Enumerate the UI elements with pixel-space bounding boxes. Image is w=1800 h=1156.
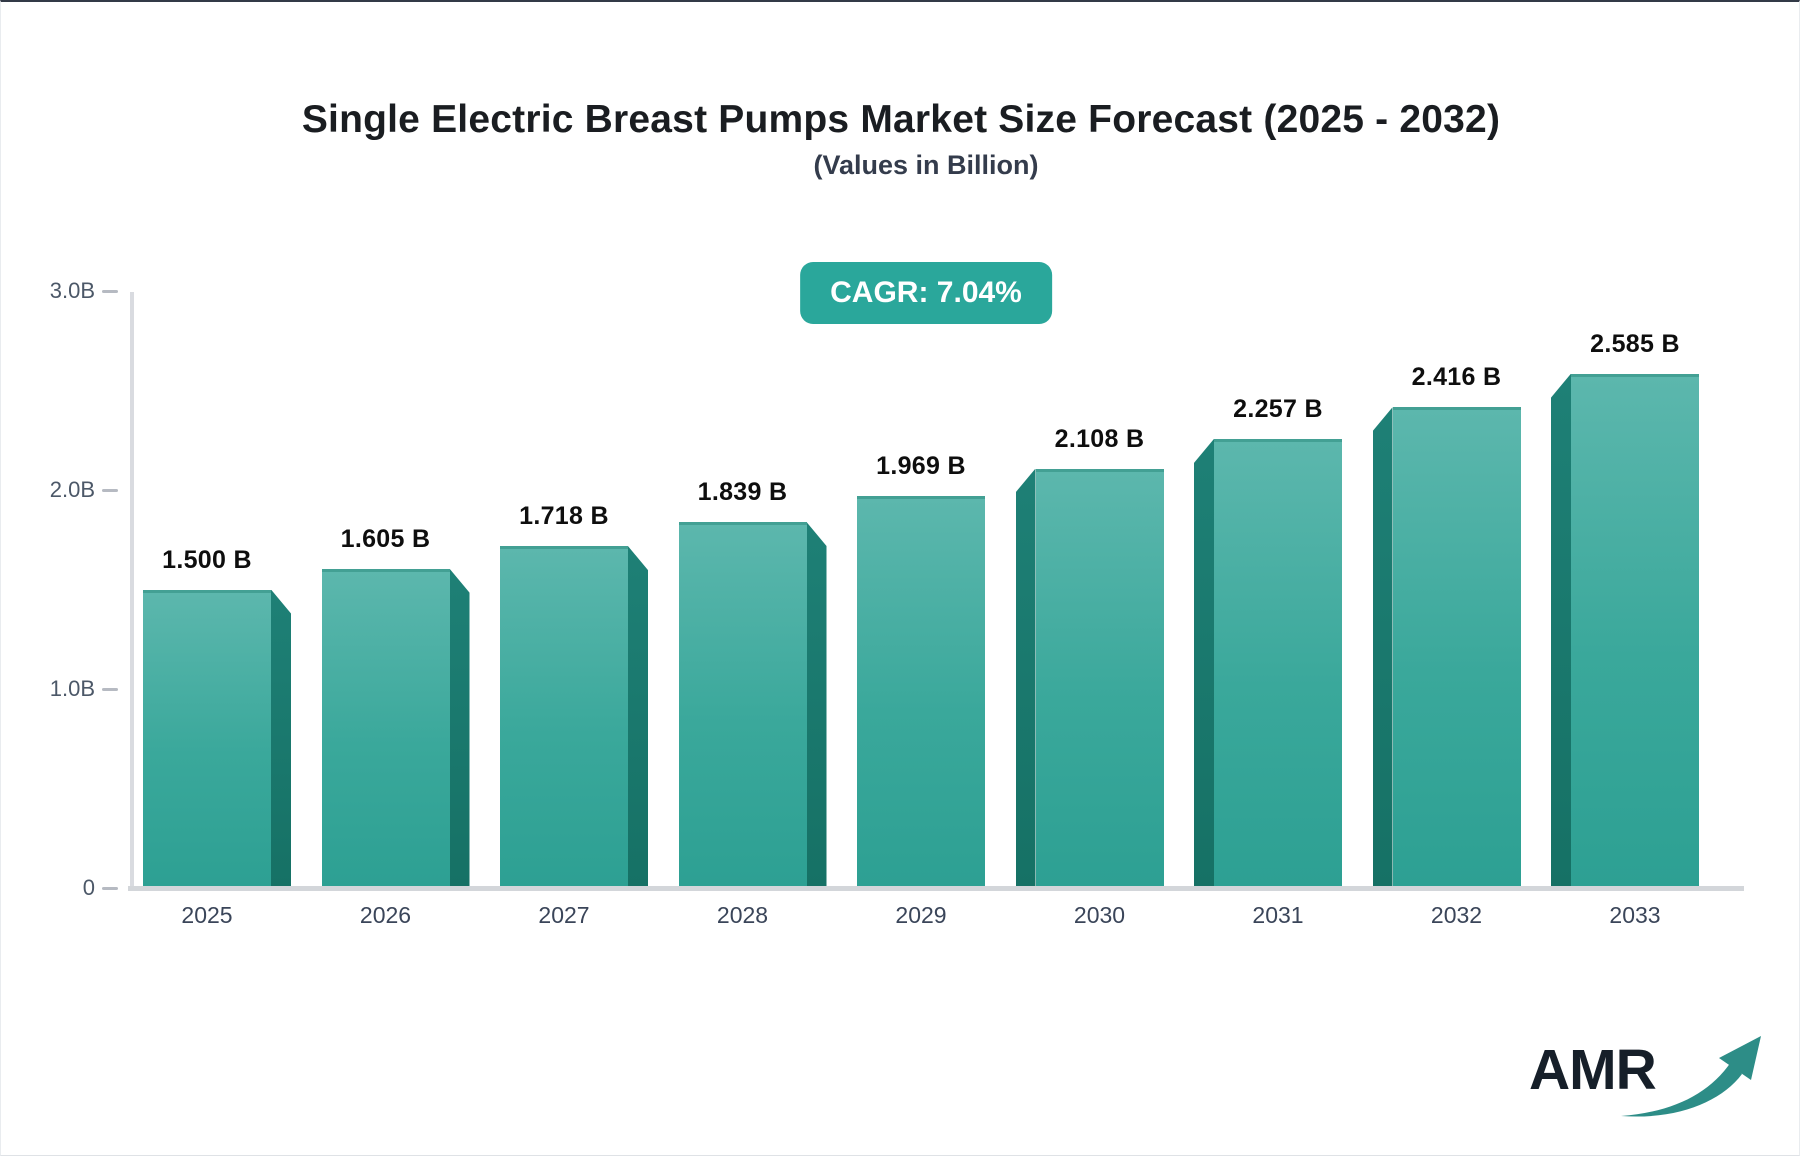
- bar-value-label: 2.416 B: [1411, 363, 1502, 392]
- bar-side-2026: [449, 568, 470, 886]
- x-axis-label: 2027: [538, 902, 590, 928]
- bar-side-2033: [1551, 373, 1571, 886]
- y-tick-label: 1.0B: [49, 676, 95, 701]
- bar-side-2025: [271, 589, 291, 886]
- x-axis-label: 2032: [1430, 902, 1483, 928]
- bar-2028: [678, 522, 807, 886]
- bar-value-label: 2.257 B: [1233, 394, 1323, 423]
- y-tick-label: 2.0B: [49, 477, 95, 502]
- bar-2026: [321, 568, 450, 886]
- bar-value-label: 2.585 B: [1590, 329, 1680, 358]
- bar-value-label: 1.839 B: [697, 478, 788, 507]
- amr-logo: AMR: [1529, 1032, 1761, 1122]
- bar-side-2028: [806, 522, 827, 886]
- y-tick-label: 0: [82, 875, 95, 900]
- bar-side-2027: [628, 546, 648, 886]
- y-tick-dash: [102, 887, 118, 890]
- bar-2025: [143, 589, 271, 886]
- bar-value-label: 2.108 B: [1054, 424, 1145, 453]
- y-axis-line: [130, 292, 134, 886]
- bar-side-2030: [1015, 468, 1036, 886]
- x-axis-line: [128, 886, 1744, 891]
- x-axis-label: 2030: [1073, 902, 1126, 928]
- bar-value-label: 1.605 B: [340, 524, 431, 553]
- chart-title: Single Electric Breast Pumps Market Size…: [301, 98, 1501, 141]
- bar-2027: [500, 546, 628, 886]
- bar-2032: [1392, 407, 1521, 886]
- x-axis-label: 2033: [1609, 902, 1661, 928]
- x-axis-label: 2031: [1252, 902, 1304, 928]
- x-axis-label: 2029: [895, 902, 947, 928]
- chart-subtitle: (Values in Billion): [813, 150, 1039, 180]
- bar-2029: [857, 496, 985, 886]
- bar-value-label: 1.500 B: [162, 545, 252, 574]
- y-tick-dash: [102, 290, 118, 293]
- y-tick-dash: [102, 688, 118, 691]
- bar-2033: [1571, 373, 1699, 886]
- bar-value-label: 1.969 B: [876, 452, 966, 481]
- cagr-badge: CAGR: 7.04%: [800, 262, 1052, 324]
- y-tick-dash: [102, 489, 118, 492]
- bar-side-2032: [1372, 407, 1393, 886]
- bar-value-label: 1.718 B: [519, 502, 609, 531]
- growth-arrow-icon: [1621, 1036, 1761, 1117]
- x-axis-label: 2028: [716, 902, 769, 928]
- amr-logo-text: AMR: [1529, 1038, 1657, 1102]
- bar-2031: [1214, 438, 1342, 886]
- bar-2030: [1035, 468, 1164, 886]
- x-axis-label: 2025: [181, 902, 233, 928]
- bar-side-2031: [1194, 438, 1214, 886]
- x-axis-label: 2026: [359, 902, 412, 928]
- y-tick-label: 3.0B: [49, 278, 95, 303]
